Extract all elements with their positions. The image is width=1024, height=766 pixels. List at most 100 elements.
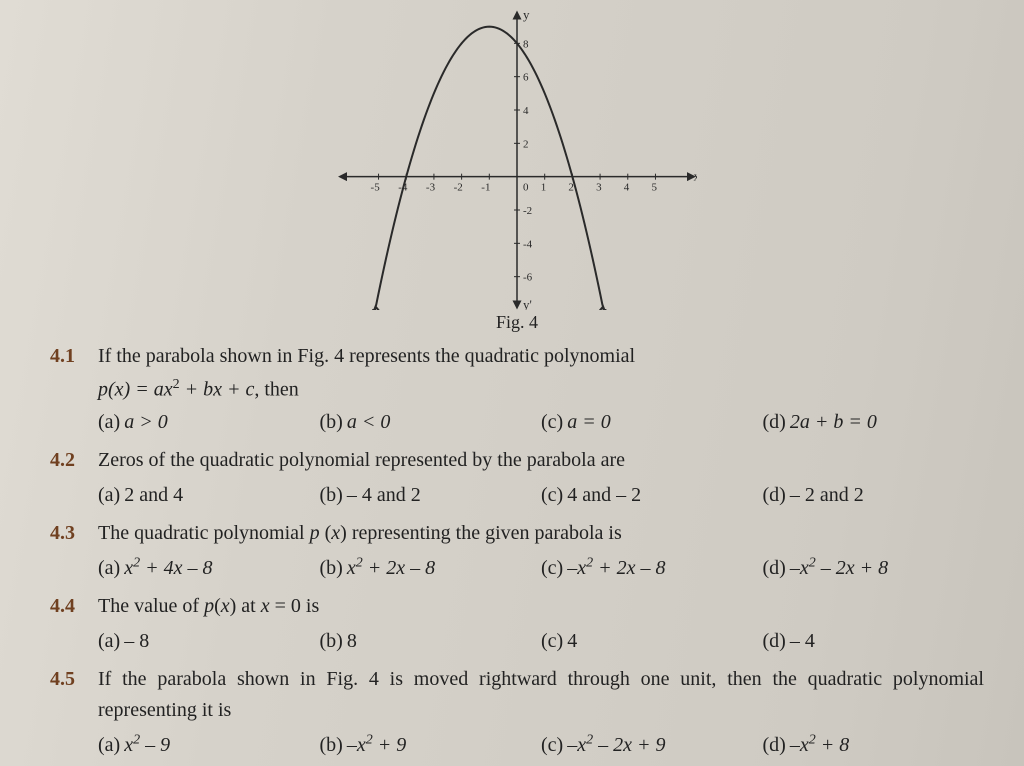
svg-text:-3: -3 xyxy=(426,182,436,194)
option-a: (a)x2 – 9 xyxy=(98,728,320,762)
option-b: (b)a < 0 xyxy=(320,405,542,439)
page: -5-4-3-2-10123452468-2-4-6yy'xx' Fig. 4 … xyxy=(0,0,1024,766)
option-text-d: – 4 xyxy=(790,630,815,652)
svg-text:0: 0 xyxy=(523,182,529,194)
option-a: (a)2 and 4 xyxy=(98,478,320,512)
svg-text:6: 6 xyxy=(523,72,529,84)
option-label-b: (b) xyxy=(320,411,343,433)
poly-expr-post: , then xyxy=(254,379,298,401)
option-label-c: (c) xyxy=(541,734,563,756)
option-label-b: (b) xyxy=(320,734,343,756)
svg-text:-2: -2 xyxy=(523,205,532,217)
svg-text:-2: -2 xyxy=(454,182,463,194)
svg-text:y: y xyxy=(523,10,530,22)
option-a: (a)– 8 xyxy=(98,624,320,658)
option-label-c: (c) xyxy=(541,484,563,506)
option-text-c: 4 xyxy=(567,630,577,652)
option-text-c: –x2 + 2x – 8 xyxy=(567,557,665,579)
svg-text:4: 4 xyxy=(523,105,529,117)
question-text: If the parabola shown in Fig. 4 represen… xyxy=(98,341,984,372)
question-number: 4.1 xyxy=(50,341,98,372)
option-text-d: –x2 + 8 xyxy=(790,734,849,756)
option-c: (c)4 and – 2 xyxy=(541,478,763,512)
option-text-c: a = 0 xyxy=(567,411,611,433)
option-label-a: (a) xyxy=(98,484,120,506)
option-a: (a)a > 0 xyxy=(98,405,320,439)
option-text-a: x2 – 9 xyxy=(124,734,170,756)
svg-text:1: 1 xyxy=(541,182,547,194)
option-text-b: –x2 + 9 xyxy=(347,734,406,756)
option-label-d: (d) xyxy=(763,557,786,579)
option-d: (d)2a + b = 0 xyxy=(763,405,985,439)
question-4-4: 4.4 The value of p(x) at x = 0 is xyxy=(50,591,984,622)
svg-text:x: x xyxy=(693,169,697,184)
option-text-d: 2a + b = 0 xyxy=(790,411,877,433)
options-4-2: (a)2 and 4 (b)– 4 and 2 (c)4 and – 2 (d)… xyxy=(98,478,984,512)
option-d: (d)–x2 – 2x + 8 xyxy=(763,551,985,585)
option-label-c: (c) xyxy=(541,411,563,433)
option-b: (b)–x2 + 9 xyxy=(320,728,542,762)
parabola-chart: -5-4-3-2-10123452468-2-4-6yy'xx' xyxy=(337,10,697,310)
option-label-d: (d) xyxy=(763,411,786,433)
option-label-b: (b) xyxy=(320,484,343,506)
options-4-1: (a)a > 0 (b)a < 0 (c)a = 0 (d)2a + b = 0 xyxy=(98,405,984,439)
option-text-a: 2 and 4 xyxy=(124,484,183,506)
svg-text:-5: -5 xyxy=(371,182,381,194)
option-text-a: – 8 xyxy=(124,630,149,652)
option-label-d: (d) xyxy=(763,630,786,652)
svg-text:y': y' xyxy=(523,297,532,310)
option-text-b: a < 0 xyxy=(347,411,391,433)
question-number: 4.3 xyxy=(50,518,98,549)
option-text-a: a > 0 xyxy=(124,411,168,433)
option-text-b: 8 xyxy=(347,630,357,652)
question-4-5: 4.5 If the parabola shown in Fig. 4 is m… xyxy=(50,664,984,726)
options-4-4: (a)– 8 (b)8 (c)4 (d)– 4 xyxy=(98,624,984,658)
question-text: The quadratic polynomial p (x) represent… xyxy=(98,518,984,549)
option-c: (c)a = 0 xyxy=(541,405,763,439)
question-4-1-line2: p(x) = ax2 + bx + c, then xyxy=(98,374,984,405)
svg-text:3: 3 xyxy=(596,182,602,194)
svg-text:-4: -4 xyxy=(523,238,533,250)
options-4-5: (a)x2 – 9 (b)–x2 + 9 (c)–x2 – 2x + 9 (d)… xyxy=(98,728,984,762)
option-label-b: (b) xyxy=(320,630,343,652)
option-c: (c)–x2 + 2x – 8 xyxy=(541,551,763,585)
svg-text:-1: -1 xyxy=(481,182,490,194)
option-label-d: (d) xyxy=(763,734,786,756)
option-label-c: (c) xyxy=(541,557,563,579)
option-c: (c)4 xyxy=(541,624,763,658)
option-label-a: (a) xyxy=(98,557,120,579)
option-text-a: x2 + 4x – 8 xyxy=(124,557,212,579)
svg-text:4: 4 xyxy=(624,182,630,194)
option-label-b: (b) xyxy=(320,557,343,579)
option-label-d: (d) xyxy=(763,484,786,506)
question-text: Zeros of the quadratic polynomial repres… xyxy=(98,445,984,476)
option-b: (b)– 4 and 2 xyxy=(320,478,542,512)
option-text-b: x2 + 2x – 8 xyxy=(347,557,435,579)
question-number: 4.5 xyxy=(50,664,98,695)
poly-expr-part1: p(x) = ax xyxy=(98,379,173,401)
option-d: (d)– 4 xyxy=(763,624,985,658)
option-text-d: –x2 – 2x + 8 xyxy=(790,557,888,579)
figure-container: -5-4-3-2-10123452468-2-4-6yy'xx' Fig. 4 xyxy=(50,10,984,333)
option-a: (a)x2 + 4x – 8 xyxy=(98,551,320,585)
option-b: (b)8 xyxy=(320,624,542,658)
question-number: 4.4 xyxy=(50,591,98,622)
option-text-d: – 2 and 2 xyxy=(790,484,864,506)
option-label-a: (a) xyxy=(98,630,120,652)
question-text: If the parabola shown in Fig. 4 is moved… xyxy=(98,664,984,726)
option-label-c: (c) xyxy=(541,630,563,652)
svg-text:2: 2 xyxy=(568,182,574,194)
option-d: (d)–x2 + 8 xyxy=(763,728,985,762)
svg-text:5: 5 xyxy=(651,182,657,194)
question-number: 4.2 xyxy=(50,445,98,476)
options-4-3: (a)x2 + 4x – 8 (b)x2 + 2x – 8 (c)–x2 + 2… xyxy=(98,551,984,585)
svg-text:2: 2 xyxy=(523,138,529,150)
question-4-1: 4.1 If the parabola shown in Fig. 4 repr… xyxy=(50,341,984,372)
option-d: (d)– 2 and 2 xyxy=(763,478,985,512)
option-text-b: – 4 and 2 xyxy=(347,484,421,506)
svg-text:8: 8 xyxy=(523,38,529,50)
question-text: The value of p(x) at x = 0 is xyxy=(98,591,984,622)
question-4-2: 4.2 Zeros of the quadratic polynomial re… xyxy=(50,445,984,476)
poly-expr-part2: + bx + c xyxy=(180,379,255,401)
option-b: (b)x2 + 2x – 8 xyxy=(320,551,542,585)
